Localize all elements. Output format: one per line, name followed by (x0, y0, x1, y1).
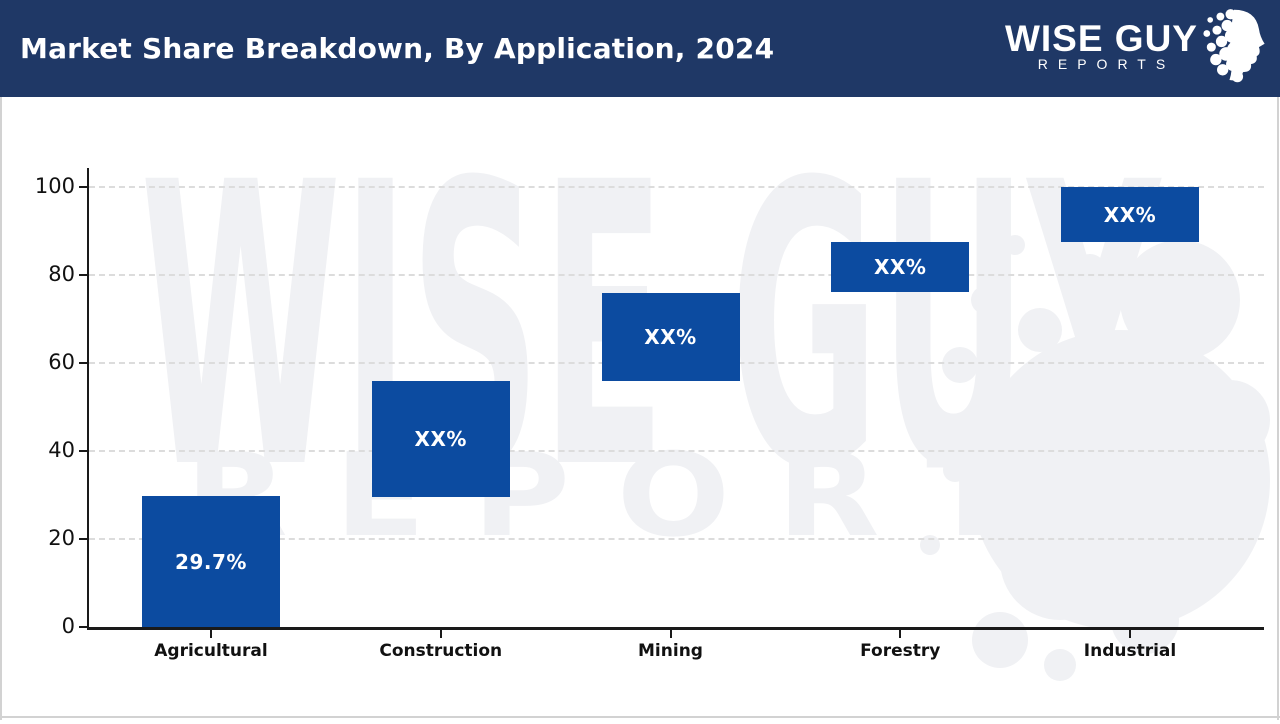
bar-mining: XX% (601, 293, 740, 381)
y-tick-label-40: 40 (48, 438, 75, 462)
bar-construction: XX% (371, 380, 510, 498)
header-bar: Market Share Breakdown, By Application, … (0, 0, 1280, 97)
bottom-border (0, 716, 1280, 718)
y-tickmark-60 (79, 362, 87, 364)
logo-head-icon (1203, 9, 1265, 83)
bar-agricultural: 29.7% (142, 496, 280, 627)
x-category-label-industrial: Industrial (1083, 641, 1177, 661)
bar-value-label-construction: XX% (414, 426, 467, 451)
y-tickmark-40 (79, 450, 87, 452)
gridline-100 (89, 186, 1264, 188)
page-title: Market Share Breakdown, By Application, … (20, 32, 775, 65)
x-tickmark-industrial (1129, 630, 1131, 638)
x-tickmark-forestry (899, 630, 902, 638)
y-tickmark-20 (79, 538, 87, 540)
y-tickmark-100 (79, 186, 87, 188)
y-tick-label-20: 20 (48, 526, 75, 550)
bar-industrial: XX% (1061, 187, 1199, 243)
right-border (1277, 97, 1279, 720)
x-tickmark-construction (439, 630, 442, 638)
x-category-label-construction: Construction (379, 641, 503, 661)
gridline-40 (89, 450, 1264, 452)
y-tickmark-0 (79, 626, 87, 628)
bar-value-label-forestry: XX% (874, 255, 927, 280)
x-axis-line (87, 627, 1264, 630)
gridline-20 (89, 538, 1264, 540)
bar-forestry: XX% (831, 242, 970, 292)
logo-wordmark: WISE GUY (1004, 17, 1198, 59)
x-tickmark-agricultural (210, 630, 212, 638)
left-border (0, 97, 2, 720)
x-category-label-agricultural: Agricultural (154, 641, 268, 661)
y-tickmark-80 (79, 274, 87, 276)
bar-value-label-industrial: XX% (1103, 202, 1157, 227)
x-category-label-mining: Mining (638, 641, 703, 661)
bar-value-label-agricultural: 29.7% (175, 549, 247, 574)
wise-guy-reports-logo: WISE GUY REPORTS (1005, 6, 1268, 86)
x-category-label-forestry: Forestry (860, 641, 941, 661)
y-tick-label-100: 100 (34, 174, 75, 198)
gridline-80 (89, 274, 1264, 276)
y-tick-label-0: 0 (61, 614, 75, 638)
y-tick-label-60: 60 (48, 350, 75, 374)
y-tick-label-80: 80 (48, 262, 75, 286)
logo-subtitle: REPORTS (1037, 56, 1176, 73)
bar-value-label-mining: XX% (644, 324, 697, 349)
y-axis-line (87, 168, 89, 630)
x-tickmark-mining (669, 630, 672, 638)
